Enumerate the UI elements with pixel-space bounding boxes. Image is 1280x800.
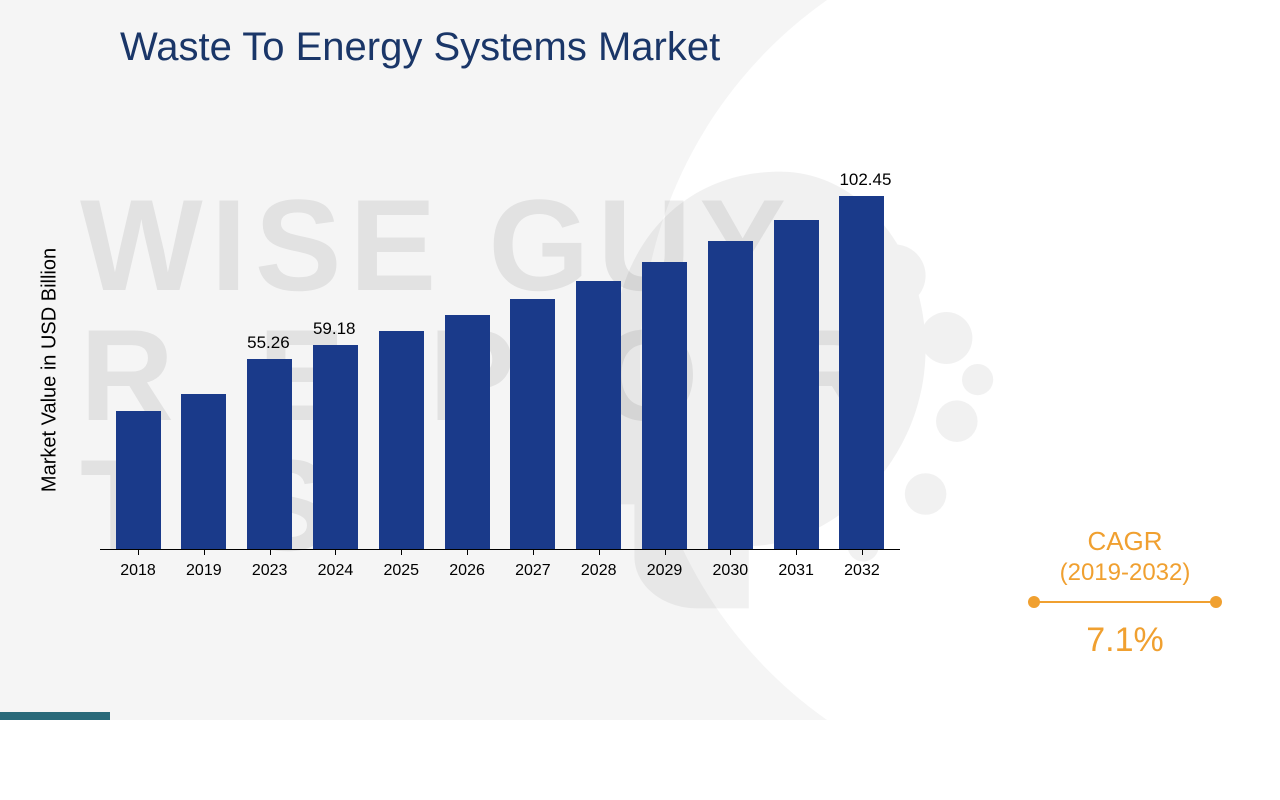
x-tick-label: 2024 <box>305 562 365 580</box>
x-tick-label: 2029 <box>635 562 695 580</box>
bar: 59.18 <box>313 345 358 549</box>
bar-col: 102.45 <box>832 170 892 549</box>
bottom-accent-line <box>0 712 110 720</box>
x-tick-label: 2028 <box>569 562 629 580</box>
chart-title: Waste To Energy Systems Market <box>120 25 720 70</box>
cagr-divider <box>1034 601 1216 603</box>
x-tick-label: 2018 <box>108 562 168 580</box>
brand-sub: REPORTS <box>1011 78 1158 96</box>
cagr-label: CAGR <box>1030 526 1220 557</box>
bar <box>116 411 161 549</box>
x-tick-label: 2023 <box>240 562 300 580</box>
cagr-block: CAGR (2019-2032) 7.1% <box>1030 526 1220 660</box>
bar-value-label: 102.45 <box>839 170 891 190</box>
y-axis-label: Market Value in USD Billion <box>39 248 62 492</box>
x-tick-label: 2030 <box>700 562 760 580</box>
bar <box>181 394 226 549</box>
bar <box>379 331 424 549</box>
x-tick-label: 2026 <box>437 562 497 580</box>
x-tick-label: 2032 <box>832 562 892 580</box>
bar <box>708 241 753 549</box>
x-tick-label: 2019 <box>174 562 234 580</box>
bar-col <box>108 170 168 549</box>
bar <box>510 299 555 549</box>
bar-col <box>503 170 563 549</box>
bar-col <box>437 170 497 549</box>
bar-col <box>569 170 629 549</box>
x-tick-label: 2025 <box>371 562 431 580</box>
chart-plot-area: 55.26 59.18 102.45 <box>100 170 900 550</box>
infographic-canvas: WISE GUYR E P O R T S Waste To Energy Sy… <box>0 0 1280 720</box>
bar <box>576 281 621 549</box>
bar-col <box>766 170 826 549</box>
bar: 102.45 <box>839 196 884 549</box>
bar: 55.26 <box>247 359 292 549</box>
bar-col: 55.26 <box>240 170 300 549</box>
bar-chart: Market Value in USD Billion 55.2659.1810… <box>60 160 900 580</box>
x-axis-labels: 2018 2019 2023 2024 2025 2026 2027 2028 2029 2030… <box>100 562 900 580</box>
bar-col <box>700 170 760 549</box>
bar-value-label: 59.18 <box>313 319 356 339</box>
bar-col <box>174 170 234 549</box>
cagr-value: 7.1% <box>1030 621 1220 660</box>
brand-head-icon <box>1170 24 1240 114</box>
bar-col <box>635 170 695 549</box>
brand-main: WISE GUY <box>980 43 1158 82</box>
brand-logo: WISE GUY REPORTS <box>980 24 1240 114</box>
bar <box>774 220 819 549</box>
bar <box>642 262 687 549</box>
cagr-range: (2019-2032) <box>1030 559 1220 587</box>
bar-col: 59.18 <box>305 170 365 549</box>
bar-col <box>371 170 431 549</box>
bar <box>445 315 490 549</box>
bar-value-label: 55.26 <box>247 333 290 353</box>
x-tick-label: 2027 <box>503 562 563 580</box>
x-tick-label: 2031 <box>766 562 826 580</box>
